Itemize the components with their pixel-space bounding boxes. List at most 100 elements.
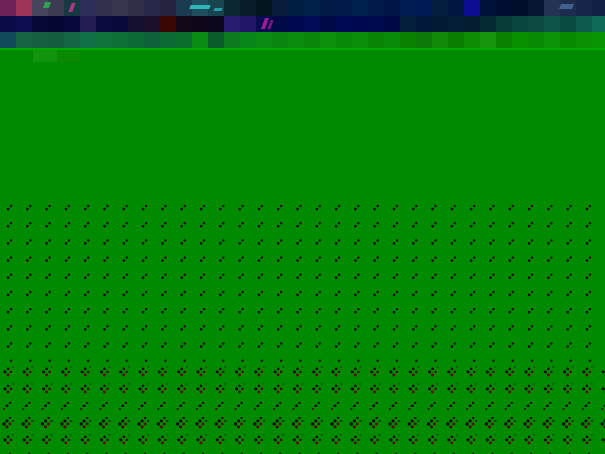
glitch-block	[304, 32, 320, 48]
glitch-block	[288, 0, 304, 16]
glitch-block	[48, 0, 64, 16]
glitch-block	[176, 0, 192, 16]
glitch-block	[272, 0, 288, 16]
glitch-block	[336, 0, 352, 16]
glitch-block	[80, 16, 96, 32]
glitch-block	[208, 0, 224, 16]
glitch-block	[320, 32, 336, 48]
green-field	[0, 50, 605, 454]
glitch-block	[464, 32, 480, 48]
glitch-block	[528, 0, 544, 16]
glitch-block	[304, 0, 320, 16]
glitch-block	[0, 0, 16, 16]
glitch-block	[336, 16, 352, 32]
glitch-block	[352, 16, 368, 32]
glitch-block	[352, 0, 368, 16]
glitch-block	[272, 16, 288, 32]
glitch-block	[80, 0, 96, 16]
glitch-block	[352, 32, 368, 48]
glitch-block	[544, 32, 560, 48]
glitch-block	[496, 32, 512, 48]
glitch-block	[480, 32, 496, 48]
glitch-block	[560, 16, 576, 32]
glitch-block	[480, 0, 496, 16]
glitch-block	[464, 0, 480, 16]
glitch-block	[576, 16, 592, 32]
glitch-block	[448, 16, 464, 32]
glitch-block	[432, 32, 448, 48]
glitch-block	[208, 32, 224, 48]
glitch-block	[112, 32, 128, 48]
glitch-block	[448, 0, 464, 16]
glitch-block	[512, 0, 528, 16]
glitch-block	[592, 16, 605, 32]
glitch-block	[432, 16, 448, 32]
glitch-block	[96, 0, 112, 16]
glitch-block	[288, 32, 304, 48]
glitch-block	[128, 32, 144, 48]
glitch-block	[128, 16, 144, 32]
glitch-block	[384, 16, 400, 32]
glitch-block	[16, 0, 32, 16]
glitch-block	[384, 0, 400, 16]
glitch-block	[192, 32, 208, 48]
glitch-block	[64, 0, 80, 16]
glitch-block	[320, 16, 336, 32]
glitch-block	[448, 32, 464, 48]
glitch-block	[560, 0, 576, 16]
glitch-block	[304, 16, 320, 32]
glitch-block	[160, 32, 176, 48]
glitch-block	[544, 0, 560, 16]
glitch-block	[256, 16, 272, 32]
glitch-block	[368, 0, 384, 16]
glitch-block	[336, 32, 352, 48]
glitch-block	[528, 32, 544, 48]
glitch-block	[48, 16, 64, 32]
separator-line	[0, 48, 605, 50]
glitch-block	[272, 32, 288, 48]
glitch-block	[368, 16, 384, 32]
glitch-block	[32, 0, 48, 16]
glitch-block	[112, 0, 128, 16]
glitch-block	[224, 32, 240, 48]
glitch-block	[512, 32, 528, 48]
glitch-block	[544, 16, 560, 32]
glitch-block	[176, 16, 192, 32]
glitch-block	[160, 0, 176, 16]
glitch-block	[368, 32, 384, 48]
glitch-block	[512, 16, 528, 32]
glitch-block	[592, 0, 605, 16]
glitch-block	[144, 16, 160, 32]
glitch-block	[256, 0, 272, 16]
glitch-block	[128, 0, 144, 16]
glitch-block	[16, 32, 32, 48]
glitch-block	[64, 16, 80, 32]
glitch-block	[416, 16, 432, 32]
glitch-block	[192, 16, 208, 32]
glitch-block	[144, 0, 160, 16]
glitch-block	[288, 16, 304, 32]
glitch-block	[480, 16, 496, 32]
glitch-block	[416, 32, 432, 48]
glitch-block	[256, 32, 272, 48]
glitch-block	[416, 0, 432, 16]
glitch-block	[32, 16, 48, 32]
glitch-block	[208, 16, 224, 32]
glitch-block	[240, 16, 256, 32]
glitch-block	[464, 16, 480, 32]
glitch-block	[576, 0, 592, 16]
glitch-block	[96, 32, 112, 48]
glitch-block	[80, 32, 96, 48]
glitch-block	[32, 32, 48, 48]
glitch-block	[592, 32, 605, 48]
glitch-block	[0, 32, 16, 48]
glitch-block	[64, 32, 80, 48]
glitch-block	[400, 16, 416, 32]
glitch-block	[496, 16, 512, 32]
glitch-block	[224, 0, 240, 16]
glitch-block	[496, 0, 512, 16]
glitch-block	[192, 0, 208, 16]
glitch-block	[96, 16, 112, 32]
glitch-block	[48, 32, 64, 48]
